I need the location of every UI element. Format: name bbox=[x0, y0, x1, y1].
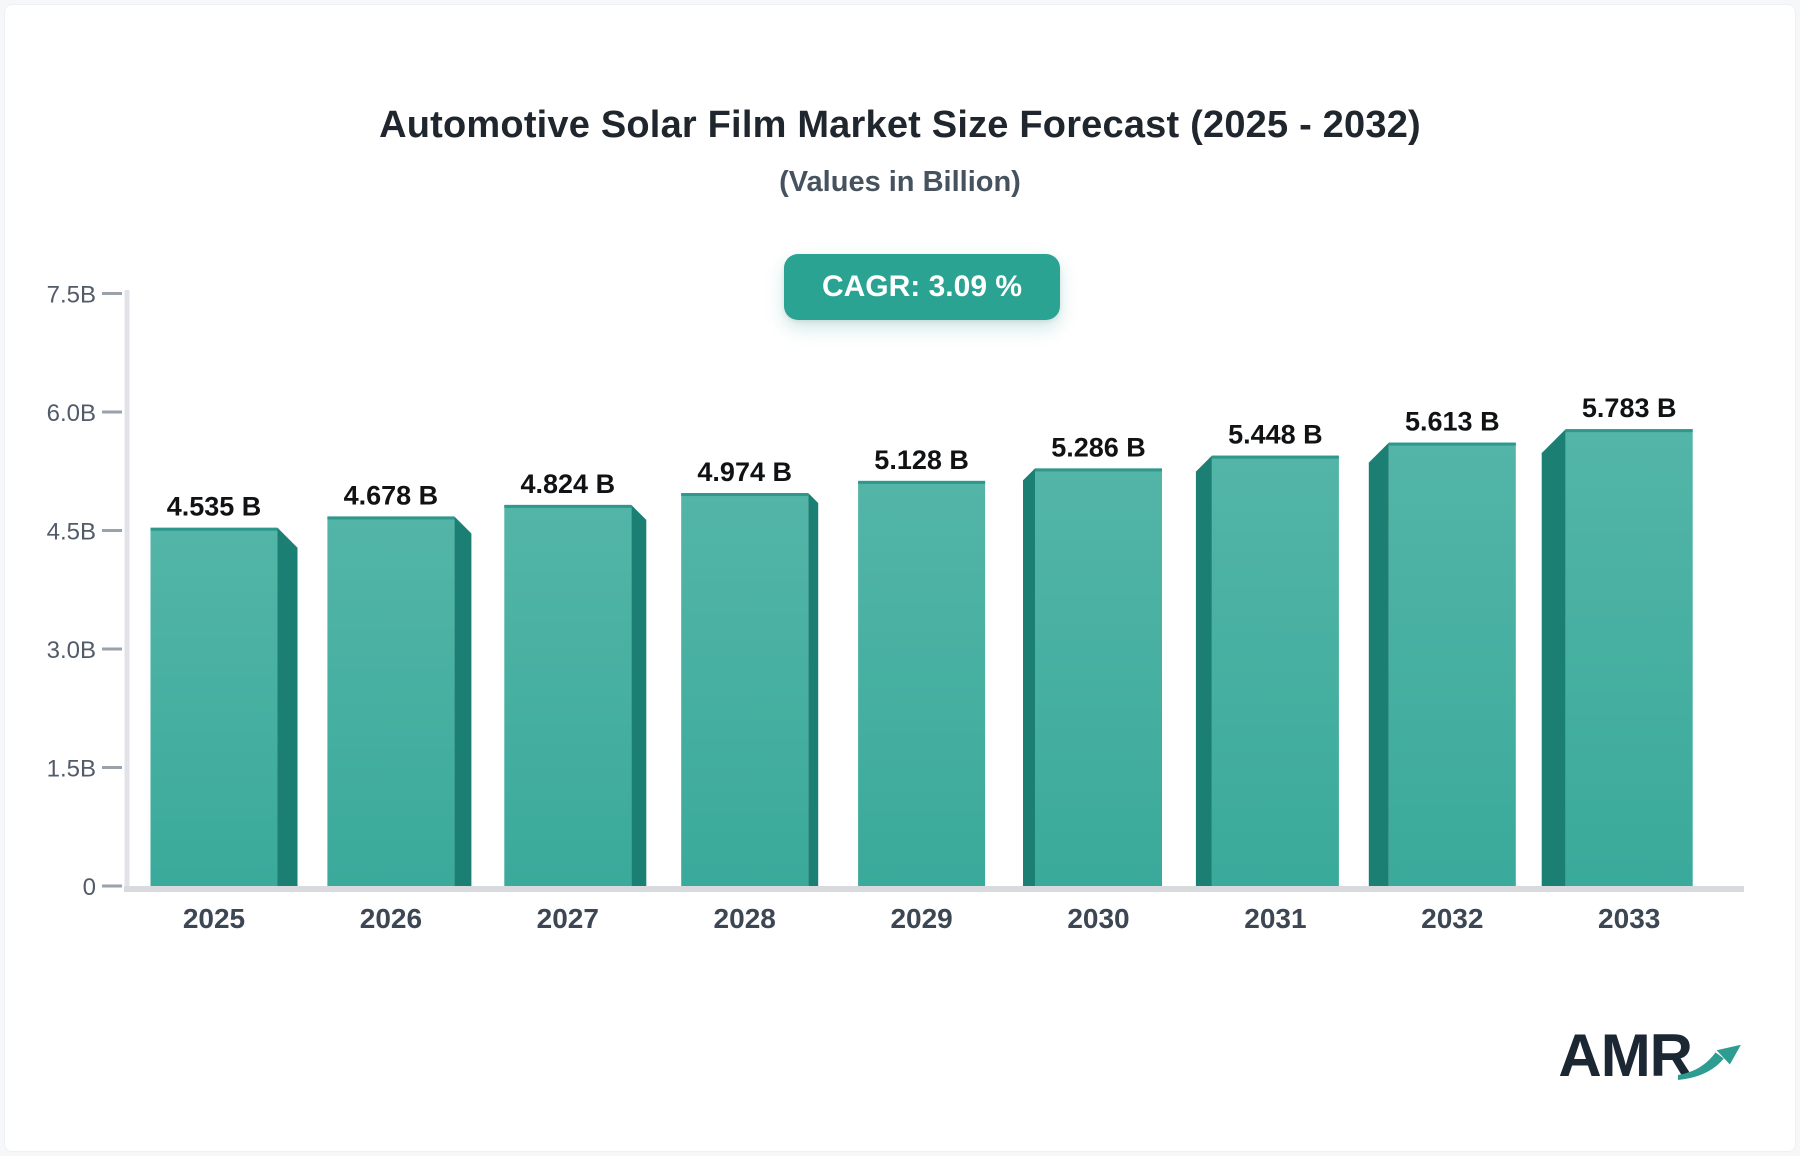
bar-2029: 5.128 B bbox=[858, 445, 986, 886]
y-axis-line bbox=[124, 290, 130, 890]
bar-top-edge-2031 bbox=[1211, 455, 1339, 459]
y-axis-tick-label: 0 bbox=[83, 874, 96, 901]
bar-value-label-2029: 5.128 B bbox=[874, 445, 969, 475]
bar-2027: 4.824 B bbox=[504, 469, 647, 886]
bar-side-2026 bbox=[454, 516, 472, 886]
y-tick-mark bbox=[102, 766, 122, 769]
bar-top-edge-2025 bbox=[150, 527, 278, 531]
y-tick-mark bbox=[102, 884, 122, 888]
bar-2025: 4.535 B bbox=[150, 492, 298, 886]
x-axis-baseline bbox=[124, 886, 1744, 892]
bar-top-edge-2026 bbox=[327, 516, 455, 520]
y-axis-tick-label: 6.0B bbox=[47, 400, 96, 427]
y-tick-mark bbox=[102, 529, 122, 532]
x-axis-label-2030: 2030 bbox=[1067, 903, 1129, 934]
bar-2026: 4.678 B bbox=[327, 480, 472, 886]
bar-face-2031 bbox=[1211, 455, 1339, 886]
bars: 4.535 B 4.678 B 4.824 B 4.974 B 5.128 B 5.286… bbox=[150, 393, 1693, 886]
chart-subtitle: (Values in Billion) bbox=[779, 166, 1021, 198]
x-axis-label-2027: 2027 bbox=[537, 903, 599, 934]
bar-face-2026 bbox=[327, 516, 455, 886]
y-axis-tick-label: 7.5B bbox=[47, 282, 96, 309]
bar-face-2027 bbox=[504, 504, 632, 886]
cagr-badge: CAGR: 3.09 % bbox=[784, 254, 1060, 320]
bar-top-edge-2033 bbox=[1565, 429, 1693, 433]
bar-top-edge-2032 bbox=[1388, 442, 1516, 446]
y-tick-mark bbox=[102, 410, 122, 414]
x-axis-label-2025: 2025 bbox=[183, 903, 245, 934]
bar-face-2029 bbox=[858, 480, 986, 886]
bar-face-2028 bbox=[681, 493, 809, 886]
x-axis-label-2029: 2029 bbox=[890, 903, 952, 934]
amr-logo: AMR bbox=[1558, 1026, 1742, 1086]
bar-2033: 5.783 B bbox=[1541, 393, 1693, 886]
bar-side-2032 bbox=[1368, 442, 1389, 886]
bar-top-edge-2028 bbox=[681, 493, 809, 497]
x-axis-label-2026: 2026 bbox=[360, 903, 422, 934]
bar-side-2030 bbox=[1023, 468, 1035, 886]
bar-value-label-2028: 4.974 B bbox=[697, 457, 792, 487]
bar-2032: 5.613 B bbox=[1368, 407, 1516, 886]
bar-value-label-2027: 4.824 B bbox=[521, 469, 616, 499]
chart-title: Automotive Solar Film Market Size Foreca… bbox=[379, 104, 1421, 146]
y-axis-tick-label: 1.5B bbox=[47, 756, 96, 783]
bar-face-2032 bbox=[1388, 442, 1516, 886]
x-axis-label-2033: 2033 bbox=[1598, 903, 1660, 934]
y-axis: 0 1.5B 3.0B 4.5B 6.0B 7.5B bbox=[47, 282, 130, 901]
bar-face-2025 bbox=[150, 527, 278, 886]
bar-value-label-2025: 4.535 B bbox=[167, 492, 262, 522]
bar-value-label-2030: 5.286 B bbox=[1051, 432, 1146, 462]
y-axis-tick-label: 3.0B bbox=[47, 637, 96, 664]
x-axis-label-2031: 2031 bbox=[1244, 903, 1306, 934]
bar-2030: 5.286 B bbox=[1023, 432, 1162, 886]
bar-side-2033 bbox=[1541, 429, 1566, 886]
y-tick-mark bbox=[102, 647, 122, 651]
bar-2031: 5.448 B bbox=[1195, 420, 1339, 886]
amr-logo-text: AMR bbox=[1558, 1022, 1693, 1089]
y-tick-mark bbox=[102, 292, 122, 295]
bar-face-2030 bbox=[1035, 468, 1162, 886]
bar-value-label-2033: 5.783 B bbox=[1582, 393, 1677, 423]
bar-value-label-2026: 4.678 B bbox=[344, 480, 439, 510]
bar-2028: 4.974 B bbox=[681, 457, 819, 886]
bar-side-2025 bbox=[277, 527, 298, 886]
bar-top-edge-2029 bbox=[858, 480, 986, 484]
bar-value-label-2031: 5.448 B bbox=[1228, 420, 1323, 450]
x-axis: 2025 2026 2027 2028 2029 2030 2031 2032 2033 bbox=[183, 903, 1660, 934]
bar-side-2028 bbox=[808, 493, 819, 886]
x-axis-label-2028: 2028 bbox=[714, 903, 776, 934]
x-axis-label-2032: 2032 bbox=[1421, 903, 1483, 934]
bar-top-edge-2027 bbox=[504, 504, 632, 508]
y-axis-tick-label: 4.5B bbox=[47, 519, 96, 546]
bar-value-label-2032: 5.613 B bbox=[1405, 407, 1500, 437]
bar-side-2031 bbox=[1195, 455, 1212, 886]
bar-top-edge-2030 bbox=[1035, 468, 1162, 472]
amr-logo-arrow-icon bbox=[1678, 1044, 1741, 1080]
bar-side-2027 bbox=[631, 504, 647, 886]
bar-face-2033 bbox=[1565, 429, 1693, 886]
